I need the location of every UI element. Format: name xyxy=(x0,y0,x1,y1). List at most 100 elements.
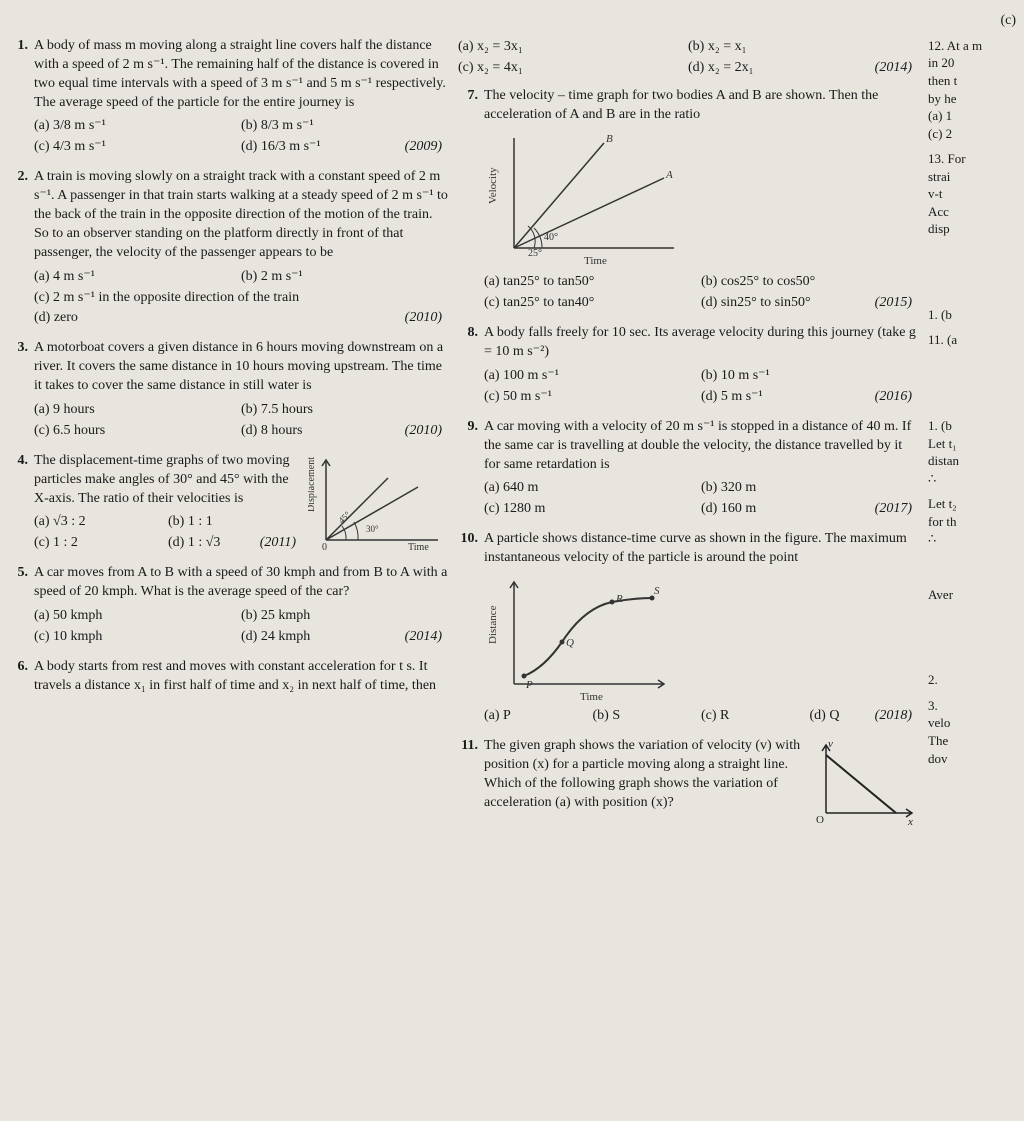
q3-opt-d: (d) 8 hours(2010) xyxy=(241,421,448,442)
q10-opt-b: (b) S xyxy=(593,706,702,727)
q5-opt-a: (a) 50 kmph xyxy=(34,606,241,627)
svg-text:S: S xyxy=(654,585,660,597)
q10-opt-a: (a) P xyxy=(484,706,593,727)
svg-text:O: O xyxy=(816,814,824,826)
cut-aver: Aver xyxy=(928,586,1008,604)
q1-opt-c: (c) 4/3 m s⁻¹ xyxy=(34,137,241,158)
q1-opt-d: (d) 16/3 m s⁻¹(2009) xyxy=(241,137,448,158)
q9-opt-a: (a) 640 m xyxy=(484,478,701,499)
q6-num: 6. xyxy=(8,658,34,700)
question-2: 2. A train is moving slowly on a straigh… xyxy=(8,168,448,329)
q5-opt-c: (c) 10 kmph xyxy=(34,627,241,648)
q2-num: 2. xyxy=(8,168,34,329)
svg-text:Q: Q xyxy=(566,637,574,649)
q10-opt-d: (d) Q (2018) xyxy=(810,706,919,727)
svg-text:A: A xyxy=(665,169,673,181)
q9-opt-d: (d) 160 m(2017) xyxy=(701,499,918,520)
q6-opt-b: (b) x₂ = x₁ xyxy=(688,37,918,58)
q4-opt-d: (d) 1 : √3(2011) xyxy=(168,533,302,554)
q9-num: 9. xyxy=(458,418,484,520)
svg-text:Time: Time xyxy=(580,691,603,702)
svg-text:P: P xyxy=(525,679,533,691)
q7-opt-c: (c) tan25° to tan40° xyxy=(484,293,701,314)
cut-s1: 1. (b xyxy=(928,306,1008,324)
q5-opt-b: (b) 25 kmph xyxy=(241,606,448,627)
q3-opt-a: (a) 9 hours xyxy=(34,400,241,421)
question-9: 9. A car moving with a velocity of 20 m … xyxy=(458,418,918,520)
svg-text:Displacement: Displacement xyxy=(308,457,317,512)
q3-opt-b: (b) 7.5 hours xyxy=(241,400,448,421)
question-4: 4. 45° 30° Displacement Time xyxy=(8,452,448,554)
q6-options-top: (a) x₂ = 3x₁ (b) x₂ = x₁ (c) x₂ = 4x₁ (d… xyxy=(458,37,918,79)
question-1: 1. A body of mass m moving along a strai… xyxy=(8,37,448,158)
cut-column: 12. At a m in 20 then t by he (a) 1 (c) … xyxy=(928,37,1008,837)
svg-text:30°: 30° xyxy=(366,524,379,534)
q4-opt-a: (a) √3 : 2 xyxy=(34,512,168,533)
q8-text: A body falls freely for 10 sec. Its aver… xyxy=(484,324,918,362)
q2-opt-b: (b) 2 m s⁻¹ xyxy=(241,267,448,288)
q10-text: A particle shows distance-time curve as … xyxy=(484,530,918,568)
q7-text: The velocity – time graph for two bodies… xyxy=(484,87,918,125)
svg-text:45°: 45° xyxy=(336,509,352,525)
q5-text: A car moves from A to B with a speed of … xyxy=(34,564,448,602)
left-column: 1. A body of mass m moving along a strai… xyxy=(8,37,448,837)
q3-text: A motorboat covers a given distance in 6… xyxy=(34,339,448,396)
question-5: 5. A car moves from A to B with a speed … xyxy=(8,564,448,648)
q7-opt-b: (b) cos25° to cos50° xyxy=(701,272,918,293)
cut-s11: 11. (a xyxy=(928,331,1008,349)
page-layout: 1. A body of mass m moving along a strai… xyxy=(8,37,1016,837)
svg-text:25°: 25° xyxy=(528,248,542,259)
svg-text:Time: Time xyxy=(408,542,429,552)
q2-text: A train is moving slowly on a straight t… xyxy=(34,168,448,262)
right-column: (a) x₂ = 3x₁ (b) x₂ = x₁ (c) x₂ = 4x₁ (d… xyxy=(458,37,918,837)
q8-opt-c: (c) 50 m s⁻¹ xyxy=(484,387,701,408)
q3-num: 3. xyxy=(8,339,34,441)
q7-num: 7. xyxy=(458,87,484,315)
svg-text:40°: 40° xyxy=(544,232,558,243)
svg-text:0: 0 xyxy=(322,542,327,552)
q10-opt-c: (c) R xyxy=(701,706,810,727)
q2-opt-c: (c) 2 m s⁻¹ in the opposite direction of… xyxy=(34,288,448,309)
svg-text:v: v xyxy=(828,738,833,750)
q8-num: 8. xyxy=(458,324,484,408)
svg-text:B: B xyxy=(606,133,613,145)
cut-s1b: 1. (b Let t₁ distan ∴ xyxy=(928,417,1008,487)
cut-n2: 2. xyxy=(928,671,1008,689)
cut-13: 13. For strai v-t Acc disp xyxy=(928,150,1008,238)
svg-text:x: x xyxy=(907,816,913,827)
q4-num: 4. xyxy=(8,452,34,554)
q11-chart: v x O xyxy=(808,737,918,827)
svg-text:Distance: Distance xyxy=(487,605,499,644)
svg-text:R: R xyxy=(615,593,623,605)
q4-chart: 45° 30° Displacement Time 0 xyxy=(308,452,448,552)
q6-text: A body starts from rest and moves with c… xyxy=(34,658,448,696)
svg-text:Time: Time xyxy=(584,255,607,267)
q4-opt-c: (c) 1 : 2 xyxy=(34,533,168,554)
question-3: 3. A motorboat covers a given distance i… xyxy=(8,339,448,441)
cut-let2: Let t₂ for th ∴ xyxy=(928,495,1008,548)
cut-n3: 3. velo The dov xyxy=(928,697,1008,767)
q10-chart: P Q R S Distance Time xyxy=(484,572,918,702)
q6-opt-d: (d) x₂ = 2x₁(2014) xyxy=(688,58,918,79)
question-8: 8. A body falls freely for 10 sec. Its a… xyxy=(458,324,918,408)
q2-opt-d: (d) zero(2010) xyxy=(34,308,448,329)
question-7: 7. The velocity – time graph for two bod… xyxy=(458,87,918,315)
q2-opt-a: (a) 4 m s⁻¹ xyxy=(34,267,241,288)
q9-text: A car moving with a velocity of 20 m s⁻¹… xyxy=(484,418,918,475)
svg-text:Velocity: Velocity xyxy=(487,167,499,204)
top-option-c: (c) xyxy=(8,12,1016,31)
question-11: 11. v x O The given graph shows the vari… xyxy=(458,737,918,827)
q5-num: 5. xyxy=(8,564,34,648)
q1-opt-a: (a) 3/8 m s⁻¹ xyxy=(34,116,241,137)
q9-opt-b: (b) 320 m xyxy=(701,478,918,499)
q7-opt-d: (d) sin25° to sin50°(2015) xyxy=(701,293,918,314)
q8-opt-b: (b) 10 m s⁻¹ xyxy=(701,366,918,387)
q10-num: 10. xyxy=(458,530,484,727)
q1-num: 1. xyxy=(8,37,34,158)
q7-chart: 40° 25° B A Velocity Time xyxy=(484,128,918,268)
q9-opt-c: (c) 1280 m xyxy=(484,499,701,520)
q3-opt-c: (c) 6.5 hours xyxy=(34,421,241,442)
question-6: 6. A body starts from rest and moves wit… xyxy=(8,658,448,700)
cut-12: 12. At a m in 20 then t by he (a) 1 (c) … xyxy=(928,37,1008,142)
q8-opt-d: (d) 5 m s⁻¹(2016) xyxy=(701,387,918,408)
